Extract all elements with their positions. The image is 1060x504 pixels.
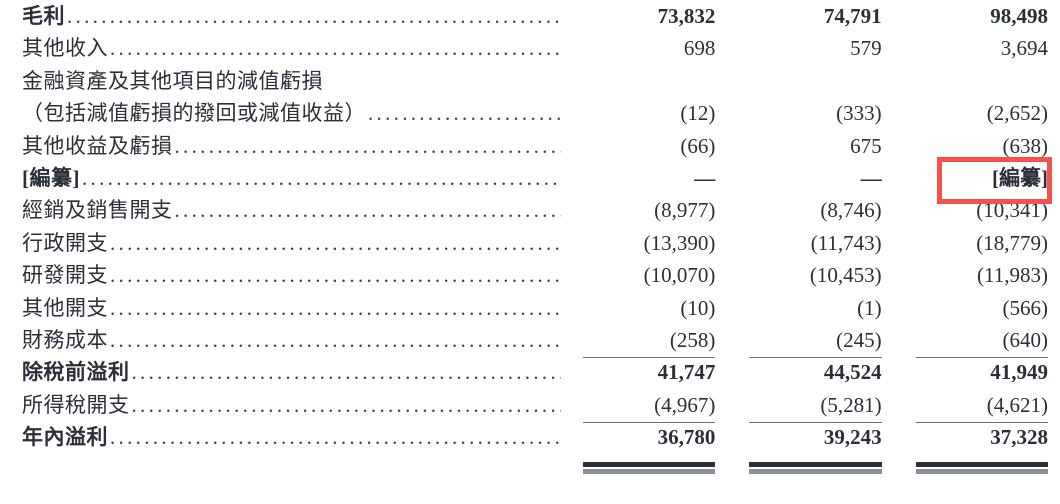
row-value-col1: (13,390) [643,230,716,255]
row-value-col2: (11,743) [810,230,882,255]
row-value-col1: 73,832 [657,4,716,28]
row-label: [編纂] [22,166,80,191]
row-value-col1 [561,65,727,97]
dot-leader [110,324,561,356]
dot-leader [132,356,562,388]
row-value-col3: (640) [1002,328,1049,353]
income-statement-table: 毛利 73,832 74,791 98,498 其他收入 698 579 [0,0,1060,454]
row-label: 毛利 [22,4,65,28]
row-label-cell: 經銷及銷售開支 [0,194,561,226]
row-value-col1: 698 [683,36,716,61]
row-value-col2: (8,746) [820,198,882,223]
table-row: 其他收益及虧損 (66) 675 (638) [0,130,1060,162]
row-value-col2: (333) [836,101,882,126]
row-value-col3: (566) [1002,295,1049,320]
row-value-col2: 44,524 [727,356,893,388]
row-label-cell: 所得稅開支 [0,389,561,421]
row-value-col2 [727,65,893,97]
table-row: 研發開支 (10,070) (10,453) (11,983) [0,259,1060,291]
row-value-col1: (66) [680,133,716,158]
row-value-col1: (4,967) [654,392,716,417]
row-label: 研發開支 [22,263,108,288]
dot-leader [368,97,561,129]
row-label-cell: 研發開支 [0,259,561,291]
row-label: 其他收入 [22,36,108,61]
row-label: 其他開支 [22,295,108,320]
highlighted-value-col3: [編纂] [992,166,1048,191]
dot-leader [110,227,561,259]
row-label-cell: 其他收益及虧損 [0,130,561,162]
row-label: 除稅前溢利 [22,360,130,385]
row-value-col3: (4,621) [986,392,1048,417]
row-label-cell: 其他收入 [0,32,561,64]
table-row: 其他收入 698 579 3,694 [0,32,1060,64]
dot-leader [110,259,561,291]
table-row: 經銷及銷售開支 (8,977) (8,746) (10,341) [0,194,1060,226]
dot-leader [110,292,561,324]
row-value-col1: 41,747 [561,356,727,388]
dot-leader [132,389,562,421]
row-value-col1: (8,977) [654,198,716,223]
row-value-col3: 98,498 [990,4,1048,28]
row-label-cell: 其他開支 [0,292,561,324]
row-value-col3: 37,328 [894,421,1060,468]
row-value-col2: — [860,166,882,191]
dot-leader [82,162,561,194]
row-value-col2: 675 [850,133,882,158]
row-value-col3: (11,983) [977,263,1048,288]
row-value-col1: 36,780 [561,421,727,468]
row-value-col1: (10,070) [643,263,716,288]
dot-leader [175,130,562,162]
row-label: 行政開支 [22,230,108,255]
row-label: 金融資產及其他項目的減值虧損 [22,68,323,93]
row-label: 年內溢利 [22,425,108,450]
row-value-col2: (1) [857,295,882,320]
row-label-cell: 毛利 [0,0,561,32]
table-row: 毛利 73,832 74,791 98,498 [0,0,1060,32]
table-row: 其他開支 (10) (1) (566) [0,292,1060,324]
row-value-col1: — [694,166,716,191]
dot-leader [175,194,562,226]
row-value-col3: 3,694 [1000,36,1048,61]
table-row: 金融資產及其他項目的減值虧損 [0,65,1060,97]
row-value-col3: (2,652) [986,101,1048,126]
compilation-placeholder-row: [編纂] — — [編纂] [0,162,1060,194]
row-value-col2: (5,281) [820,392,882,417]
row-label-cell: 除稅前溢利 [0,356,561,388]
row-value-col1: (10) [680,295,716,320]
table-row: （包括減值虧損的撥回或減值收益） (12) (333) (2,652) [0,97,1060,129]
row-value-col3: (10,341) [976,198,1048,223]
row-label-cell: 行政開支 [0,227,561,259]
row-value-col1: (258) [669,328,716,353]
row-label: （包括減值虧損的撥回或減值收益） [22,101,366,126]
row-label: 其他收益及虧損 [22,133,173,158]
table-row: 財務成本 (258) (245) (640) [0,324,1060,356]
dot-leader [110,32,561,64]
row-value-col2: 39,243 [727,421,893,468]
subtotal-row: 除稅前溢利 41,747 44,524 41,949 [0,356,1060,388]
table-row: 行政開支 (13,390) (11,743) (18,779) [0,227,1060,259]
dot-leader [110,421,561,453]
row-label-cell: 財務成本 [0,324,561,356]
total-row: 年內溢利 36,780 39,243 37,328 [0,421,1060,468]
table-row: 所得稅開支 (4,967) (5,281) (4,621) [0,389,1060,421]
row-label: 經銷及銷售開支 [22,198,173,223]
row-value-col2: (10,453) [809,263,882,288]
row-label: 所得稅開支 [22,392,130,417]
row-value-col3: (18,779) [976,230,1048,255]
row-value-col3: (638) [1002,133,1049,158]
row-label: 財務成本 [22,328,108,353]
row-label-cell: 年內溢利 [0,421,561,453]
row-value-col2: 74,791 [823,4,882,28]
row-label-cell: （包括減值虧損的撥回或減值收益） [0,97,561,129]
row-value-col2: 579 [850,36,882,61]
dot-leader [67,0,561,32]
row-value-col3 [894,65,1060,97]
row-value-col2: (245) [836,328,882,353]
row-label-cell: 金融資產及其他項目的減值虧損 [0,65,561,97]
row-value-col3: 41,949 [894,356,1060,388]
row-label-cell: [編纂] [0,162,561,194]
row-value-col1: (12) [680,101,716,126]
